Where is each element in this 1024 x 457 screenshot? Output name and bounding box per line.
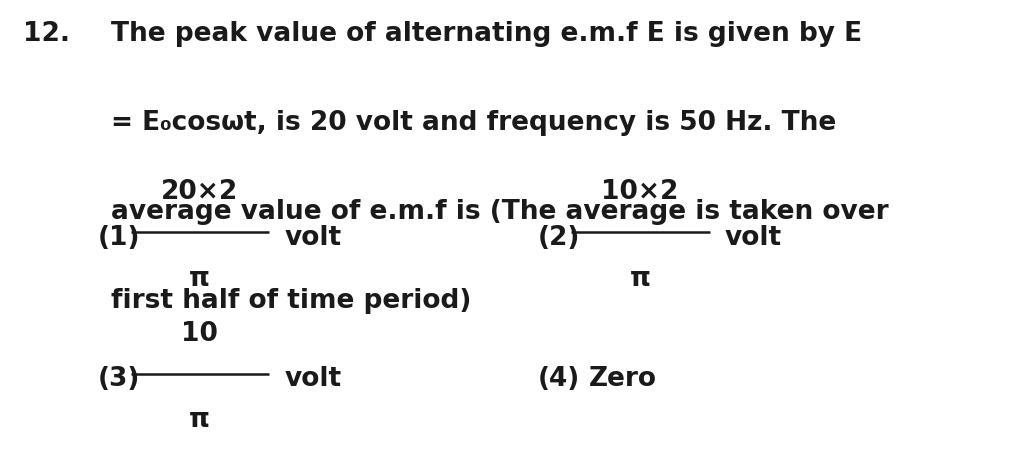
Text: π: π xyxy=(189,408,210,433)
Text: π: π xyxy=(189,266,210,292)
Text: (4): (4) xyxy=(538,367,580,392)
Text: (2): (2) xyxy=(538,225,580,250)
Text: volt: volt xyxy=(285,225,342,250)
Text: average value of e.m.f is (The average is taken over: average value of e.m.f is (The average i… xyxy=(111,199,888,225)
Text: 12.: 12. xyxy=(23,21,70,47)
Text: volt: volt xyxy=(725,225,782,250)
Text: 20×2: 20×2 xyxy=(161,179,239,205)
Text: 10: 10 xyxy=(181,321,218,346)
Text: Zero: Zero xyxy=(589,367,656,392)
Text: (1): (1) xyxy=(97,225,140,250)
Text: (3): (3) xyxy=(97,367,139,392)
Text: The peak value of alternating e.m.f E is given by E: The peak value of alternating e.m.f E is… xyxy=(111,21,862,47)
Text: = E₀cosωt, is 20 volt and frequency is 50 Hz. The: = E₀cosωt, is 20 volt and frequency is 5… xyxy=(111,110,836,136)
Text: π: π xyxy=(630,266,650,292)
Text: first half of time period): first half of time period) xyxy=(111,288,471,314)
Text: volt: volt xyxy=(285,367,342,392)
Text: 10×2: 10×2 xyxy=(601,179,679,205)
